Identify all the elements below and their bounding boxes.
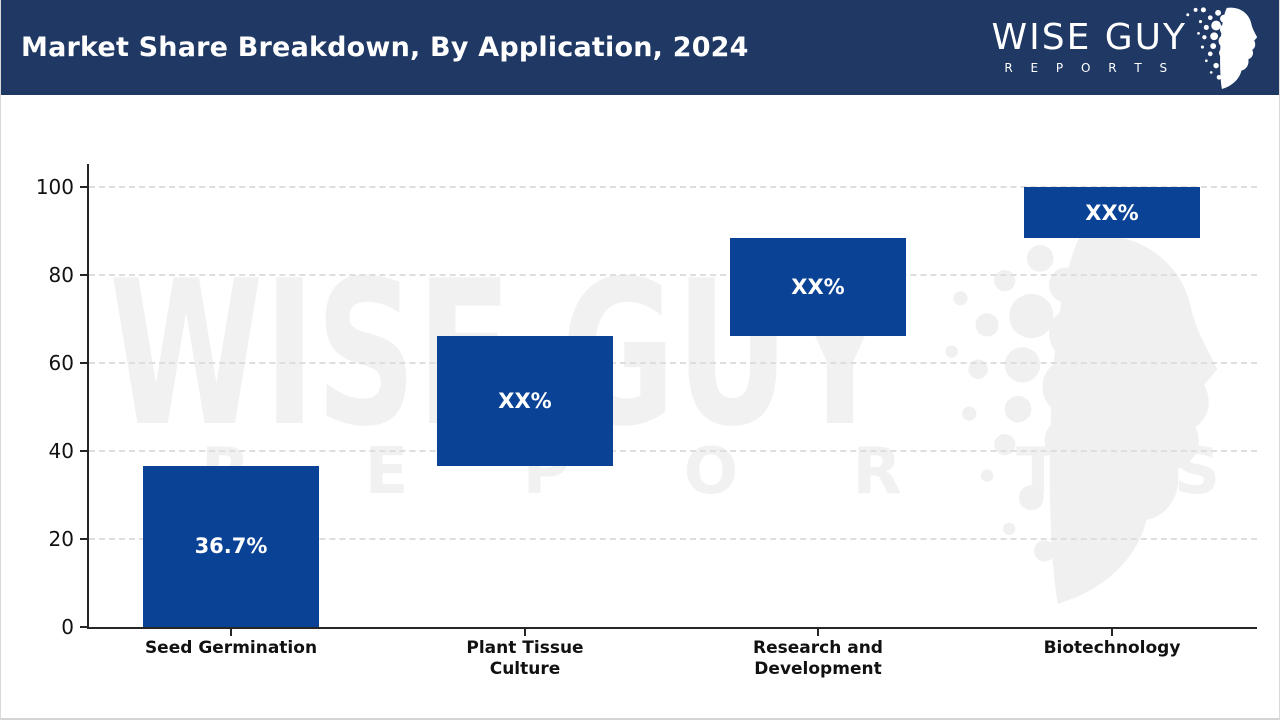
waterfall-bar: XX% <box>437 336 613 466</box>
y-tick-label: 100 <box>35 175 74 199</box>
y-gridline <box>89 186 1257 188</box>
waterfall-bar: XX% <box>1024 187 1200 239</box>
x-category-label-line: Research and <box>753 638 883 658</box>
y-tick-mark <box>80 362 89 364</box>
x-category-label: Seed Germination <box>121 638 341 659</box>
logo-text: WISE GUY R E P O R T S <box>991 17 1188 76</box>
x-category-label: Research and Development <box>708 638 928 680</box>
x-tick-mark <box>524 627 526 636</box>
y-tick-mark <box>80 538 89 540</box>
y-gridline <box>89 362 1257 364</box>
bar-value-label: 36.7% <box>194 534 268 559</box>
y-tick-label: 40 <box>48 439 74 463</box>
x-category-label-line: Culture <box>489 659 561 679</box>
logo-wordmark: WISE GUY <box>991 17 1187 58</box>
watermark-face-icon <box>945 234 1218 605</box>
x-category-label-line: Biotechnology <box>1043 638 1181 658</box>
x-category-label: Biotechnology <box>1002 638 1222 659</box>
y-tick-mark <box>80 626 89 628</box>
y-gridline <box>89 538 1257 540</box>
logo-subtext: R E P O R T S <box>1004 61 1175 75</box>
x-tick-mark <box>817 627 819 636</box>
x-tick-mark <box>230 627 232 636</box>
y-tick-mark <box>80 450 89 452</box>
bar-value-label: XX% <box>791 275 845 300</box>
waterfall-bar: XX% <box>730 238 906 337</box>
y-tick-label: 0 <box>61 615 74 639</box>
x-axis-spine <box>87 627 1257 629</box>
waterfall-bar: 36.7% <box>143 465 319 627</box>
x-tick-mark <box>1111 627 1113 636</box>
bar-value-label: XX% <box>1085 200 1139 225</box>
y-tick-label: 60 <box>48 351 74 375</box>
wise-guy-logo: WISE GUY R E P O R T S <box>992 5 1262 91</box>
header-banner: Market Share Breakdown, By Application, … <box>1 0 1279 95</box>
bar-value-label: XX% <box>498 388 552 413</box>
x-category-label-line: Development <box>754 659 882 679</box>
y-gridline <box>89 450 1257 452</box>
x-category-label: Plant Tissue Culture <box>415 638 635 680</box>
chart-area: WISE GUY R E P O R T S 0 20 40 60 80 100 36.7%… <box>1 95 1279 718</box>
y-tick-mark <box>80 186 89 188</box>
y-axis-spine <box>87 164 89 629</box>
y-gridline <box>89 274 1257 276</box>
y-tick-mark <box>80 274 89 276</box>
x-category-label-line: Seed Germination <box>144 638 318 658</box>
y-tick-label: 20 <box>48 527 74 551</box>
y-tick-label: 80 <box>48 263 74 287</box>
wise-guy-face-icon <box>1186 6 1258 89</box>
page-title: Market Share Breakdown, By Application, … <box>21 32 749 63</box>
x-category-label-line: Plant Tissue <box>466 638 584 658</box>
